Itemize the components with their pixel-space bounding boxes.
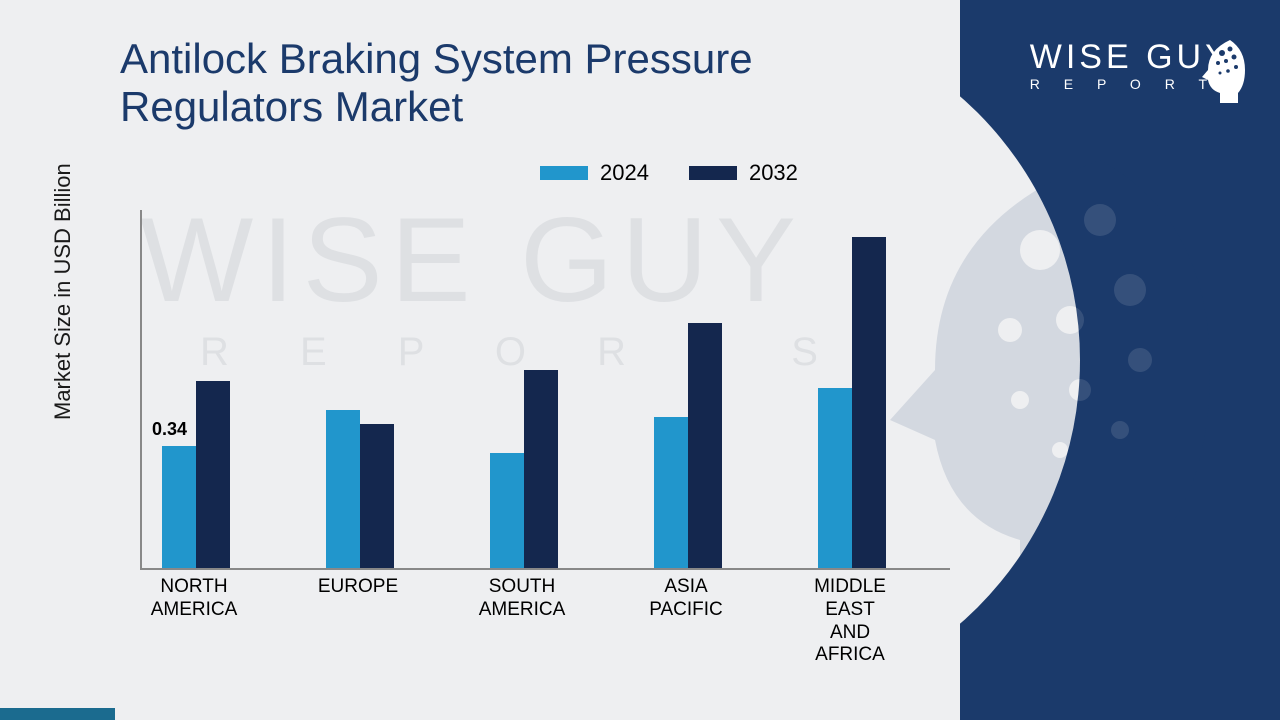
bar [524, 370, 558, 568]
x-axis-category-label: EUROPE [284, 576, 432, 599]
bar [162, 446, 196, 568]
x-axis-category-label: MIDDLEEASTANDAFRICA [776, 576, 924, 667]
legend-swatch-2032 [689, 166, 737, 180]
plot-region: 0.34 [140, 210, 950, 570]
legend-label: 2032 [749, 160, 798, 186]
x-axis-category-label: SOUTHAMERICA [448, 576, 596, 622]
chart-title: Antilock Braking System Pressure Regulat… [120, 35, 840, 132]
bar-group [162, 381, 230, 568]
legend-item-2032: 2032 [689, 160, 798, 186]
logo-head-icon [1190, 35, 1250, 105]
y-axis-label: Market Size in USD Billion [50, 163, 76, 420]
bar [360, 424, 394, 568]
bar-data-label: 0.34 [152, 419, 187, 440]
bar [852, 237, 886, 568]
legend-item-2024: 2024 [540, 160, 649, 186]
bottom-accent-bar [0, 708, 115, 720]
bar-group [326, 410, 394, 568]
bar-group [654, 323, 722, 568]
bar [818, 388, 852, 568]
bar [326, 410, 360, 568]
brand-logo: WISE GUY R E P O R T S [1030, 40, 1250, 92]
x-axis-category-label: ASIAPACIFIC [612, 576, 760, 622]
bar-group [818, 237, 886, 568]
legend-swatch-2024 [540, 166, 588, 180]
legend: 2024 2032 [540, 160, 798, 186]
legend-label: 2024 [600, 160, 649, 186]
bar [490, 453, 524, 568]
bar [196, 381, 230, 568]
bar-group [490, 370, 558, 568]
x-axis-category-label: NORTHAMERICA [120, 576, 268, 622]
chart-area: Market Size in USD Billion 2024 2032 0.3… [60, 160, 960, 680]
bar [688, 323, 722, 568]
bar [654, 417, 688, 568]
